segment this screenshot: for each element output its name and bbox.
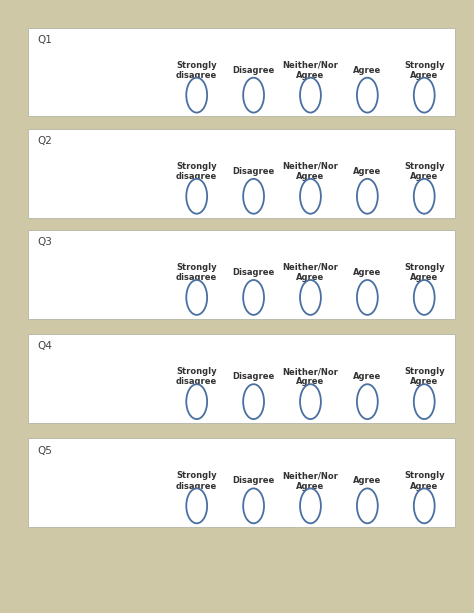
Ellipse shape xyxy=(186,179,207,214)
Text: Agree: Agree xyxy=(353,167,382,176)
Ellipse shape xyxy=(186,78,207,113)
Ellipse shape xyxy=(243,78,264,113)
Text: Strongly
Agree: Strongly Agree xyxy=(404,263,445,282)
Text: Disagree: Disagree xyxy=(232,372,275,381)
FancyBboxPatch shape xyxy=(28,28,455,116)
Ellipse shape xyxy=(300,78,321,113)
FancyBboxPatch shape xyxy=(28,230,455,319)
Ellipse shape xyxy=(300,179,321,214)
Text: Neither/Nor
Agree: Neither/Nor Agree xyxy=(283,367,338,386)
Text: Neither/Nor
Agree: Neither/Nor Agree xyxy=(283,263,338,282)
Text: Disagree: Disagree xyxy=(232,66,275,75)
Text: Q4: Q4 xyxy=(37,341,52,351)
Text: Agree: Agree xyxy=(353,476,382,485)
Text: Strongly
disagree: Strongly disagree xyxy=(176,61,218,80)
Text: Strongly
Agree: Strongly Agree xyxy=(404,162,445,181)
Text: Disagree: Disagree xyxy=(232,268,275,277)
FancyBboxPatch shape xyxy=(28,438,455,527)
Ellipse shape xyxy=(414,280,435,315)
Ellipse shape xyxy=(186,384,207,419)
Ellipse shape xyxy=(357,179,378,214)
Ellipse shape xyxy=(414,489,435,524)
Ellipse shape xyxy=(414,384,435,419)
Ellipse shape xyxy=(414,179,435,214)
Ellipse shape xyxy=(186,280,207,315)
Text: Agree: Agree xyxy=(353,372,382,381)
FancyBboxPatch shape xyxy=(28,129,455,218)
Ellipse shape xyxy=(357,489,378,524)
Text: Disagree: Disagree xyxy=(232,476,275,485)
Ellipse shape xyxy=(300,384,321,419)
Ellipse shape xyxy=(357,280,378,315)
Text: Disagree: Disagree xyxy=(232,167,275,176)
Ellipse shape xyxy=(300,280,321,315)
Text: Agree: Agree xyxy=(353,66,382,75)
Text: Strongly
Agree: Strongly Agree xyxy=(404,61,445,80)
Text: Q2: Q2 xyxy=(37,136,52,146)
Text: Q5: Q5 xyxy=(37,446,52,455)
Text: Strongly
disagree: Strongly disagree xyxy=(176,162,218,181)
Text: Strongly
Agree: Strongly Agree xyxy=(404,471,445,490)
Ellipse shape xyxy=(186,489,207,524)
Ellipse shape xyxy=(243,489,264,524)
Ellipse shape xyxy=(357,78,378,113)
Text: Q3: Q3 xyxy=(37,237,52,247)
Text: Agree: Agree xyxy=(353,268,382,277)
Text: Strongly
disagree: Strongly disagree xyxy=(176,367,218,386)
Text: Strongly
disagree: Strongly disagree xyxy=(176,263,218,282)
Ellipse shape xyxy=(243,384,264,419)
Ellipse shape xyxy=(357,384,378,419)
Text: Q1: Q1 xyxy=(37,35,52,45)
Text: Strongly
Agree: Strongly Agree xyxy=(404,367,445,386)
Ellipse shape xyxy=(414,78,435,113)
Text: Neither/Nor
Agree: Neither/Nor Agree xyxy=(283,162,338,181)
Text: Neither/Nor
Agree: Neither/Nor Agree xyxy=(283,471,338,490)
Text: Strongly
disagree: Strongly disagree xyxy=(176,471,218,490)
FancyBboxPatch shape xyxy=(28,334,455,423)
Text: Neither/Nor
Agree: Neither/Nor Agree xyxy=(283,61,338,80)
Ellipse shape xyxy=(300,489,321,524)
Ellipse shape xyxy=(243,179,264,214)
Ellipse shape xyxy=(243,280,264,315)
